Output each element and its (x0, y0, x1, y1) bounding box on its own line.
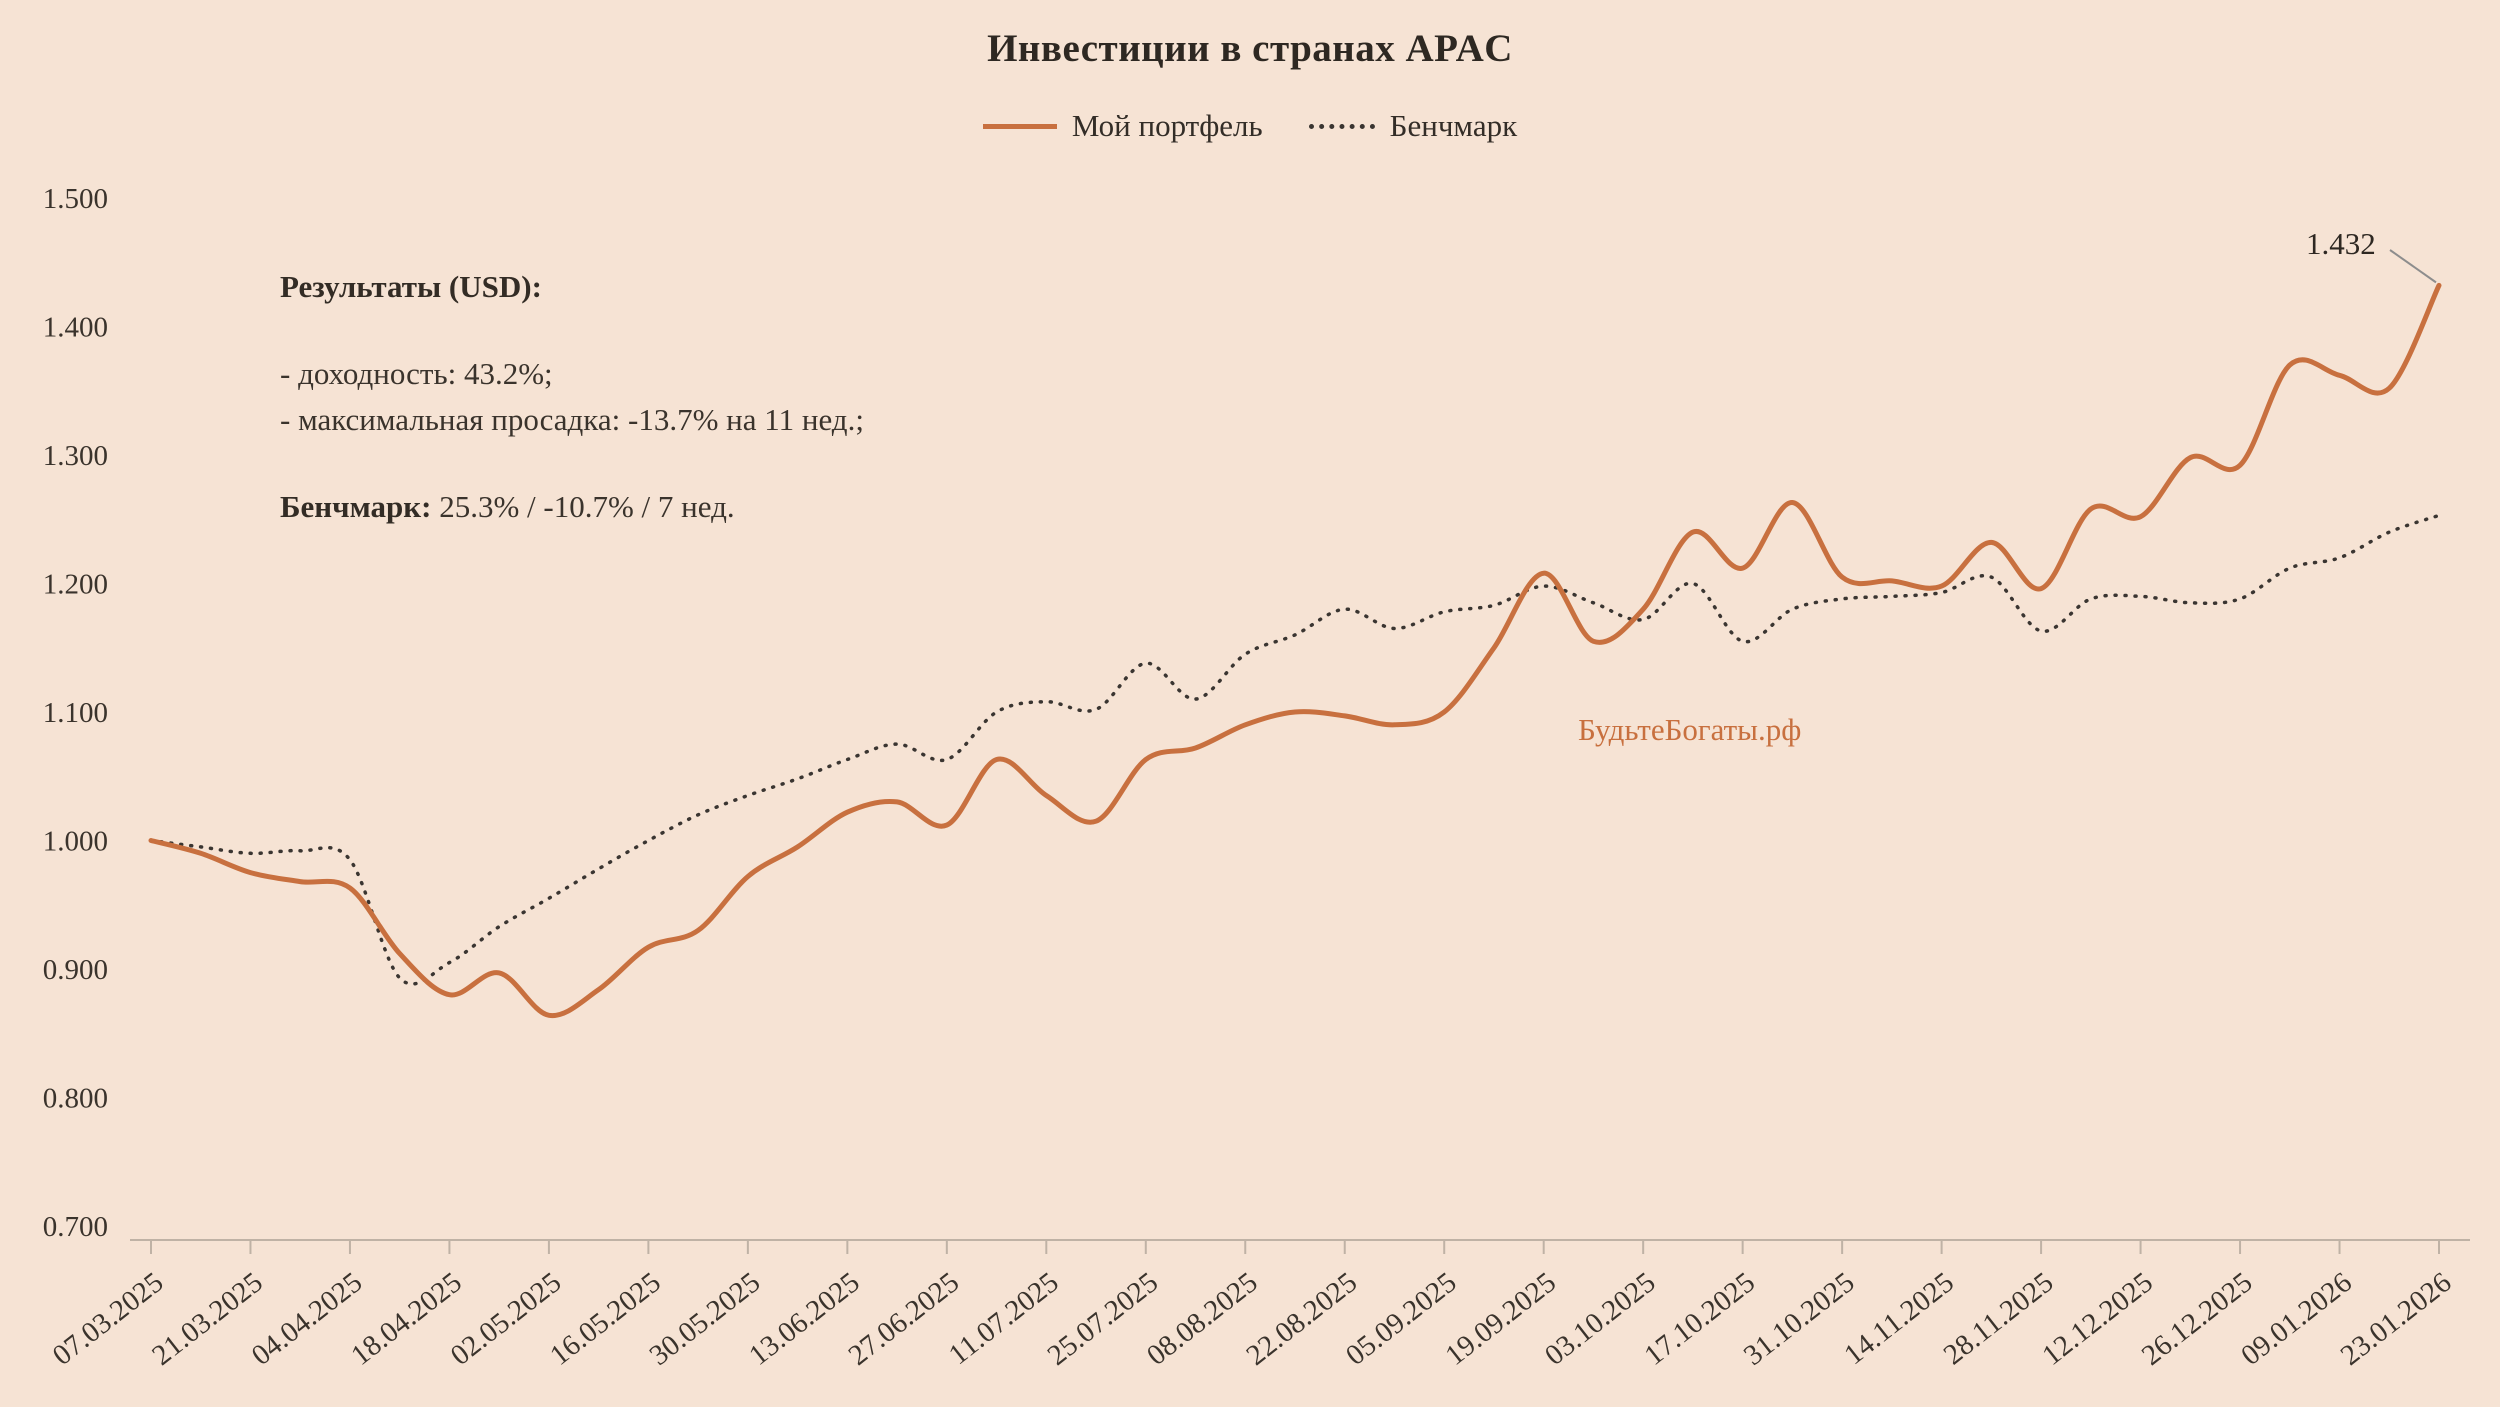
x-tick-label: 18.04.2025 (345, 1266, 468, 1372)
x-tick-label: 31.10.2025 (1738, 1266, 1861, 1372)
end-label-connector (2389, 249, 2437, 284)
x-tick-label: 03.10.2025 (1539, 1266, 1662, 1372)
results-header: Результаты (USD): (280, 269, 542, 304)
x-tick-label: 23.01.2026 (2335, 1266, 2458, 1372)
y-tick-label: 0.900 (43, 954, 108, 986)
x-tick-label: 12.12.2025 (2036, 1266, 2159, 1372)
x-tick-label: 02.05.2025 (445, 1266, 568, 1372)
portfolio-line (148, 282, 2442, 1018)
legend-item-portfolio: Мой портфель (982, 108, 1263, 144)
x-tick-label: 14.11.2025 (1838, 1266, 1960, 1371)
x-tick-label: 19.09.2025 (1439, 1266, 1562, 1372)
x-tick-label: 30.05.2025 (644, 1266, 767, 1372)
y-tick-label: 1.400 (43, 312, 108, 344)
x-tick-label: 05.09.2025 (1340, 1266, 1463, 1372)
legend-label-benchmark: Бенчмарк (1389, 108, 1518, 143)
legend-label-portfolio: Мой портфель (1071, 108, 1263, 143)
watermark: БудьтеБогаты.рф (1578, 712, 1802, 747)
results-benchmark-line: Бенчмарк: 25.3% / -10.7% / 7 нед. (280, 488, 864, 525)
results-benchmark-value: 25.3% / -10.7% / 7 нед. (431, 488, 735, 524)
y-tick-label: 1.000 (43, 826, 108, 858)
x-tick-label: 07.03.2025 (47, 1266, 170, 1372)
results-drawdown-line: - максимальная просадка: -13.7% на 11 не… (280, 402, 864, 438)
chart-title: Инвестиции в странах APAC (987, 27, 1513, 70)
benchmark-line-swatch-icon (1308, 123, 1375, 129)
y-tick-label: 1.100 (43, 697, 108, 729)
x-tick-label: 21.03.2025 (146, 1266, 269, 1372)
x-tick-label: 08.08.2025 (1141, 1266, 1264, 1372)
results-annotation: Результаты (USD): - доходность: 43.2%; -… (280, 268, 864, 525)
x-tick-label: 22.08.2025 (1241, 1266, 1364, 1372)
results-return-line: - доходность: 43.2%; (280, 356, 553, 392)
x-tick-label: 13.06.2025 (743, 1266, 866, 1372)
y-tick-label: 0.800 (43, 1083, 108, 1115)
portfolio-line-swatch-icon (982, 123, 1057, 129)
legend-item-benchmark: Бенчмарк (1308, 108, 1518, 144)
x-tick-label: 28.11.2025 (1938, 1266, 2060, 1371)
legend: Мой портфель Бенчмарк (0, 108, 2500, 144)
y-tick-label: 1.200 (43, 569, 108, 601)
final-value-label: 1.432 (2306, 226, 2376, 261)
y-tick-label: 1.300 (43, 440, 108, 472)
x-tick-label: 09.01.2026 (2235, 1266, 2358, 1372)
y-tick-label: 0.700 (43, 1211, 108, 1243)
x-tick-label: 11.07.2025 (943, 1266, 1065, 1371)
x-tick-label: 04.04.2025 (246, 1266, 369, 1372)
x-tick-label: 16.05.2025 (544, 1266, 667, 1372)
benchmark-line (149, 513, 2441, 986)
x-tick-label: 27.06.2025 (843, 1266, 966, 1372)
x-tick-label: 25.07.2025 (1042, 1266, 1165, 1372)
results-benchmark-label: Бенчмарк: (280, 488, 432, 524)
x-tick-label: 26.12.2025 (2136, 1266, 2259, 1372)
x-tick-label: 17.10.2025 (1638, 1266, 1761, 1372)
y-tick-label: 1.500 (43, 183, 108, 215)
